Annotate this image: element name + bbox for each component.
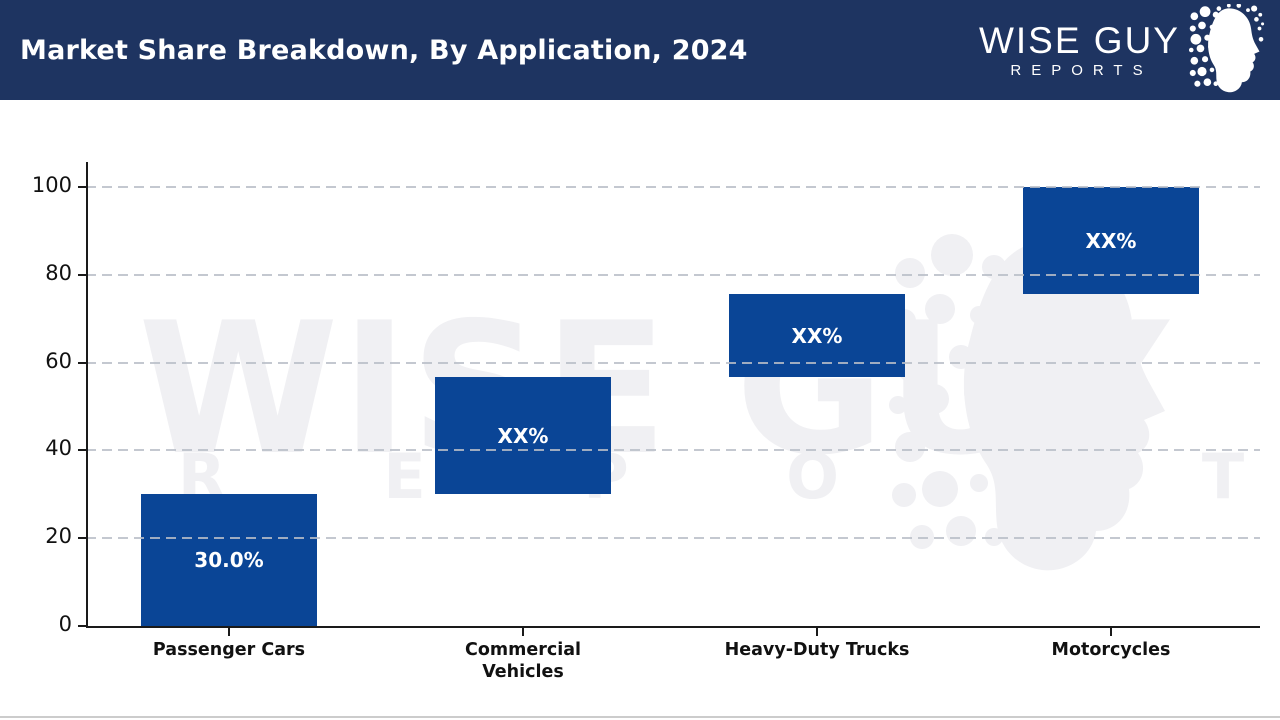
bar-value-label: XX% xyxy=(1085,228,1137,253)
x-category-label: Heavy-Duty Trucks xyxy=(724,640,910,660)
x-tick xyxy=(816,628,818,636)
y-tick-label: 40 xyxy=(45,436,72,461)
y-tick-label: 100 xyxy=(31,173,72,197)
logo-subtitle: REPORTS xyxy=(1010,61,1153,79)
x-category-label: Commercial Vehicles xyxy=(464,640,582,682)
y-tick-label: 60 xyxy=(45,348,72,373)
x-tick xyxy=(228,628,230,636)
y-tick-label: 80 xyxy=(45,260,72,285)
y-tick xyxy=(78,449,86,452)
gridline-20 xyxy=(86,537,1260,540)
y-tick xyxy=(78,625,86,627)
x-category-label: Passenger Cars xyxy=(152,640,306,660)
bottom-rule xyxy=(0,716,1280,718)
logo-wordmark: WISE GUY xyxy=(978,19,1180,61)
x-axis-spine xyxy=(86,626,1260,628)
x-tick xyxy=(522,628,524,636)
y-axis-spine xyxy=(86,162,88,628)
logo-text: WISE GUY REPORTS xyxy=(979,22,1180,79)
y-tick xyxy=(78,361,86,364)
dotted-head-icon xyxy=(1188,4,1265,93)
gridline-80 xyxy=(86,273,1260,276)
bar-value-label: 30.0% xyxy=(194,548,264,573)
gridline-40 xyxy=(86,449,1260,452)
bar-value-label: XX% xyxy=(497,423,549,448)
wiseguy-logo: WISE GUY REPORTS xyxy=(979,4,1266,96)
bar-passenger-cars xyxy=(141,494,317,626)
x-category-label: Motorcycles xyxy=(1051,640,1171,660)
y-tick xyxy=(78,186,86,188)
gridline-100 xyxy=(86,186,1260,188)
x-tick xyxy=(1110,628,1112,636)
gridline-60 xyxy=(86,361,1260,364)
y-tick xyxy=(78,273,86,276)
page-title: Market Share Breakdown, By Application, … xyxy=(20,34,748,66)
bar-commercial xyxy=(435,377,611,495)
header: Market Share Breakdown, By Application, … xyxy=(0,0,1280,100)
y-tick xyxy=(78,537,86,540)
y-tick-label: 20 xyxy=(45,524,72,549)
chart-area: WISE GUY R E P O R T S 30.0%XX%XX%XX%020… xyxy=(0,100,1280,720)
y-tick-label: 0 xyxy=(58,612,72,636)
bar-motorcycles xyxy=(1023,187,1199,295)
bar-value-label: XX% xyxy=(791,323,843,348)
